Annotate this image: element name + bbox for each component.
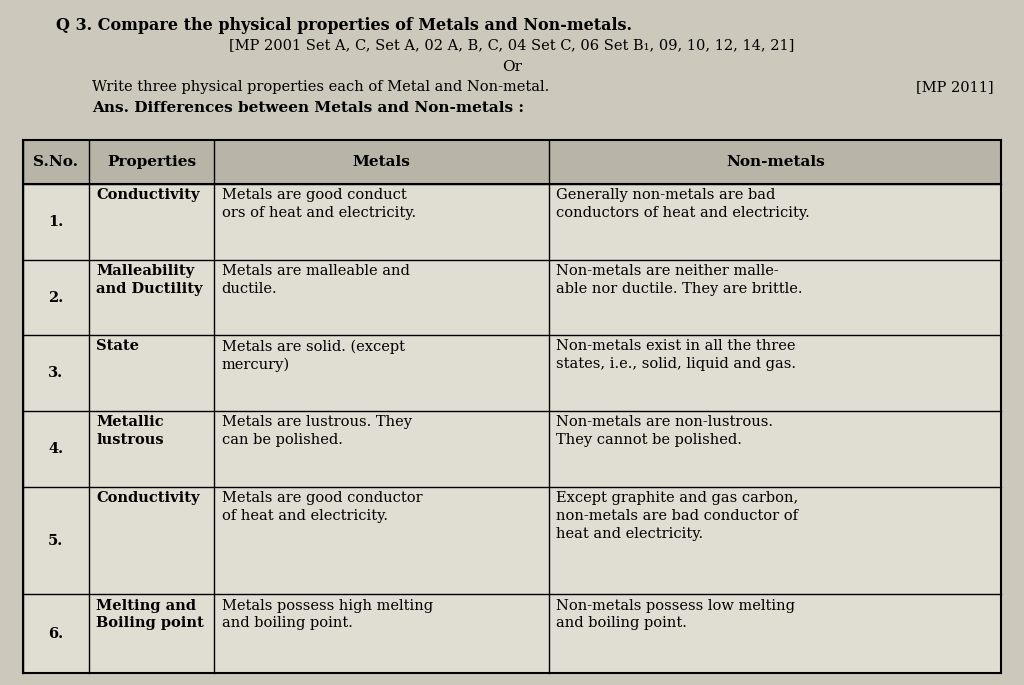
Text: 2.: 2. (48, 290, 63, 305)
Text: Metals possess high melting
and boiling point.: Metals possess high melting and boiling … (221, 599, 433, 630)
Text: Except graphite and gas carbon,
non-metals are bad conductor of
heat and electri: Except graphite and gas carbon, non-meta… (556, 491, 799, 540)
Text: Properties: Properties (108, 155, 197, 169)
Text: 3.: 3. (48, 366, 63, 380)
Text: State: State (96, 340, 139, 353)
Text: Non-metals: Non-metals (726, 155, 824, 169)
Bar (23, 140, 1001, 184)
Text: Non-metals exist in all the three
states, i.e., solid, liquid and gas.: Non-metals exist in all the three states… (556, 340, 797, 371)
Text: Metals: Metals (353, 155, 411, 169)
Text: 4.: 4. (48, 442, 63, 456)
Text: 6.: 6. (48, 627, 63, 640)
Text: 5.: 5. (48, 534, 63, 547)
Text: S.No.: S.No. (34, 155, 78, 169)
Text: Non-metals possess low melting
and boiling point.: Non-metals possess low melting and boili… (556, 599, 796, 630)
Text: [MP 2011]: [MP 2011] (915, 80, 993, 94)
Text: 1.: 1. (48, 215, 63, 229)
Text: Melting and
Boiling point: Melting and Boiling point (96, 599, 204, 630)
Text: Conductivity: Conductivity (96, 491, 200, 505)
Text: Metals are malleable and
ductile.: Metals are malleable and ductile. (221, 264, 410, 296)
Bar (23, 140, 1001, 673)
Text: Write three physical properties each of Metal and Non-metal.: Write three physical properties each of … (92, 80, 550, 94)
Text: Generally non-metals are bad
conductors of heat and electricity.: Generally non-metals are bad conductors … (556, 188, 810, 220)
Text: Metals are solid. (except
mercury): Metals are solid. (except mercury) (221, 340, 404, 372)
Text: Q 3. Compare the physical properties of Metals and Non-metals.: Q 3. Compare the physical properties of … (56, 17, 633, 34)
Text: Non-metals are neither malle-
able nor ductile. They are brittle.: Non-metals are neither malle- able nor d… (556, 264, 803, 296)
Text: Or: Or (502, 60, 522, 73)
Text: Malleability
and Ductility: Malleability and Ductility (96, 264, 203, 296)
Text: Ans. Differences between Metals and Non-metals :: Ans. Differences between Metals and Non-… (92, 101, 524, 114)
Text: Conductivity: Conductivity (96, 188, 200, 202)
Text: Non-metals are non-lustrous.
They cannot be polished.: Non-metals are non-lustrous. They cannot… (556, 415, 773, 447)
Text: Metals are good conductor
of heat and electricity.: Metals are good conductor of heat and el… (221, 491, 422, 523)
Text: [MP 2001 Set A, C, Set A, 02 A, B, C, 04 Set C, 06 Set B₁, 09, 10, 12, 14, 21]: [MP 2001 Set A, C, Set A, 02 A, B, C, 04… (229, 38, 795, 51)
Text: Metals are good conduct
ors of heat and electricity.: Metals are good conduct ors of heat and … (221, 188, 416, 220)
Text: Metals are lustrous. They
can be polished.: Metals are lustrous. They can be polishe… (221, 415, 412, 447)
Text: Metallic
lustrous: Metallic lustrous (96, 415, 164, 447)
